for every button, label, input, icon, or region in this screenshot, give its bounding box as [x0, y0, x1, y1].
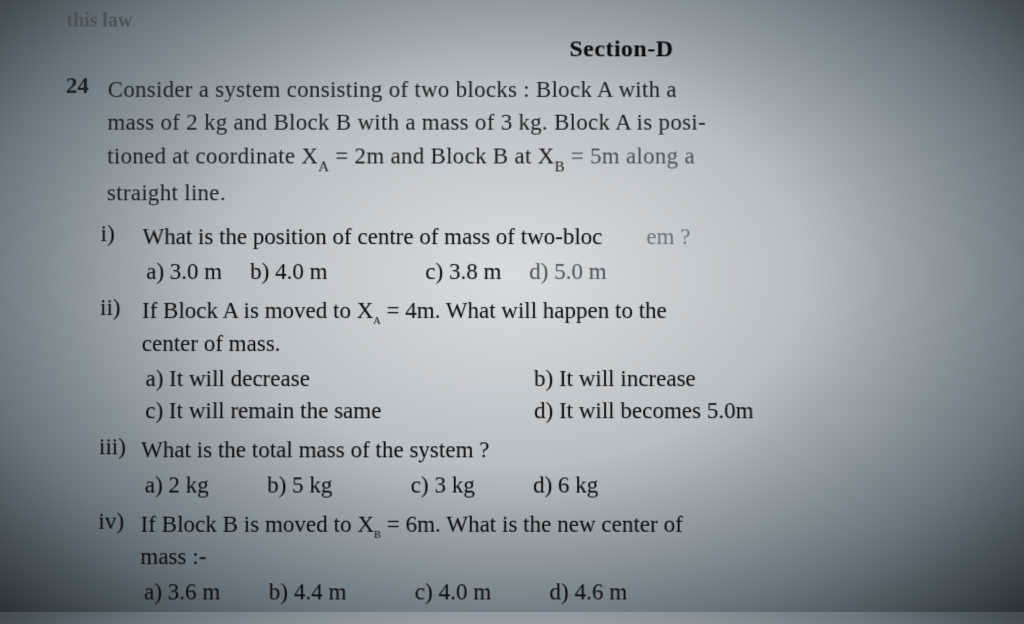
opt-iii-d: d) 6 kg: [533, 472, 598, 498]
opt-i-c: c) 3.8 m: [425, 260, 501, 286]
subscript-a: A: [318, 159, 329, 175]
qtext-line1: Consider a system consisting of two bloc…: [108, 77, 677, 102]
opt-ii-a: a) It will decrease: [145, 366, 506, 392]
part-iv-text-a: If Block B is moved to X: [140, 512, 374, 537]
opt-iii-a: a) 2 kg: [145, 472, 209, 498]
question-text: Consider a system consisting of two bloc…: [107, 73, 999, 209]
part-i-tail: em ?: [646, 224, 690, 249]
part-iv-options: a) 3.6 m b) 4.4 m c) 4.0 m d) 4.6 m: [144, 580, 1003, 606]
part-iii-text: What is the total mass of the system ?: [141, 437, 489, 462]
part-ii: ii) If Block A is moved to XA = 4m. What…: [100, 295, 1001, 359]
part-i-label: i): [100, 221, 138, 247]
opt-iii-c: c) 3 kg: [411, 472, 475, 498]
part-iv: iv) If Block B is moved to XB = 6m. What…: [98, 509, 1002, 574]
part-i-text: What is the position of centre of mass o…: [142, 224, 602, 249]
part-iii: iii) What is the total mass of the syste…: [99, 434, 1002, 466]
page-surface: this law Section-D 24 Consider a system …: [0, 2, 1024, 624]
question-24: 24 Consider a system consisting of two b…: [65, 73, 999, 209]
subscript-ii: A: [373, 316, 381, 327]
opt-i-b: b) 4.0 m: [250, 260, 327, 286]
opt-iv-a: a) 3.6 m: [144, 580, 221, 606]
part-ii-text-a: If Block A is moved to X: [142, 298, 373, 323]
subscript-iv: B: [374, 530, 381, 541]
opt-iv-b: b) 4.4 m: [269, 580, 347, 606]
opt-i-d: d) 5.0 m: [529, 260, 606, 286]
part-iv-line2: mass :-: [140, 544, 206, 569]
opt-iv-d: d) 4.6 m: [550, 580, 628, 606]
part-i-options: a) 3.0 m b) 4.0 m c) 3.8 m d) 5.0 m: [146, 260, 1000, 286]
part-iv-text-b: = 6m. What is the new center of: [381, 512, 683, 537]
qtext-line3b: = 2m and Block B at X: [329, 143, 554, 168]
qtext-line3c: = 5m along a: [565, 143, 695, 168]
opt-iv-c: c) 4.0 m: [415, 580, 491, 606]
question-number: 24: [65, 73, 96, 209]
part-iii-label: iii): [99, 434, 137, 460]
part-iii-options: a) 2 kg b) 5 kg c) 3 kg d) 6 kg: [145, 472, 1002, 498]
qtext-line3a: tioned at coordinate X: [107, 143, 318, 168]
section-heading: Section-D: [245, 37, 997, 64]
opt-iii-b: b) 5 kg: [267, 472, 332, 498]
part-ii-line2: center of mass.: [142, 331, 281, 356]
qtext-line4: straight line.: [107, 180, 226, 205]
opt-ii-d: d) It will becomes 5.0m: [534, 398, 754, 424]
opt-i-a: a) 3.0 m: [146, 260, 222, 286]
part-ii-text-b: = 4m. What will happen to the: [381, 298, 667, 323]
part-ii-options: a) It will decrease b) It will increase …: [145, 366, 1001, 424]
part-iv-label: iv): [98, 509, 136, 535]
part-ii-label: ii): [100, 295, 138, 321]
qtext-line2: mass of 2 kg and Block B with a mass of …: [107, 110, 706, 135]
part-i: i) What is the position of centre of mas…: [100, 221, 999, 253]
top-fragment: this law: [66, 10, 997, 33]
subscript-b: B: [555, 159, 565, 175]
opt-ii-b: b) It will increase: [534, 366, 696, 392]
opt-ii-c: c) It will remain the same: [145, 398, 506, 424]
